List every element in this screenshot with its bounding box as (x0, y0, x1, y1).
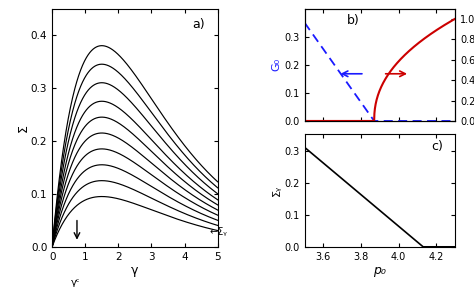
Text: γᶜ: γᶜ (71, 278, 80, 287)
Y-axis label: Σ: Σ (17, 124, 29, 132)
Y-axis label: G₀: G₀ (272, 58, 282, 71)
X-axis label: γ: γ (131, 264, 139, 278)
Text: b): b) (346, 14, 359, 27)
Text: a): a) (192, 18, 204, 31)
X-axis label: p₀: p₀ (374, 264, 386, 278)
Y-axis label: Σᵧ: Σᵧ (272, 185, 282, 196)
Text: c): c) (431, 140, 443, 153)
Text: ←Σᵧ: ←Σᵧ (210, 227, 227, 237)
